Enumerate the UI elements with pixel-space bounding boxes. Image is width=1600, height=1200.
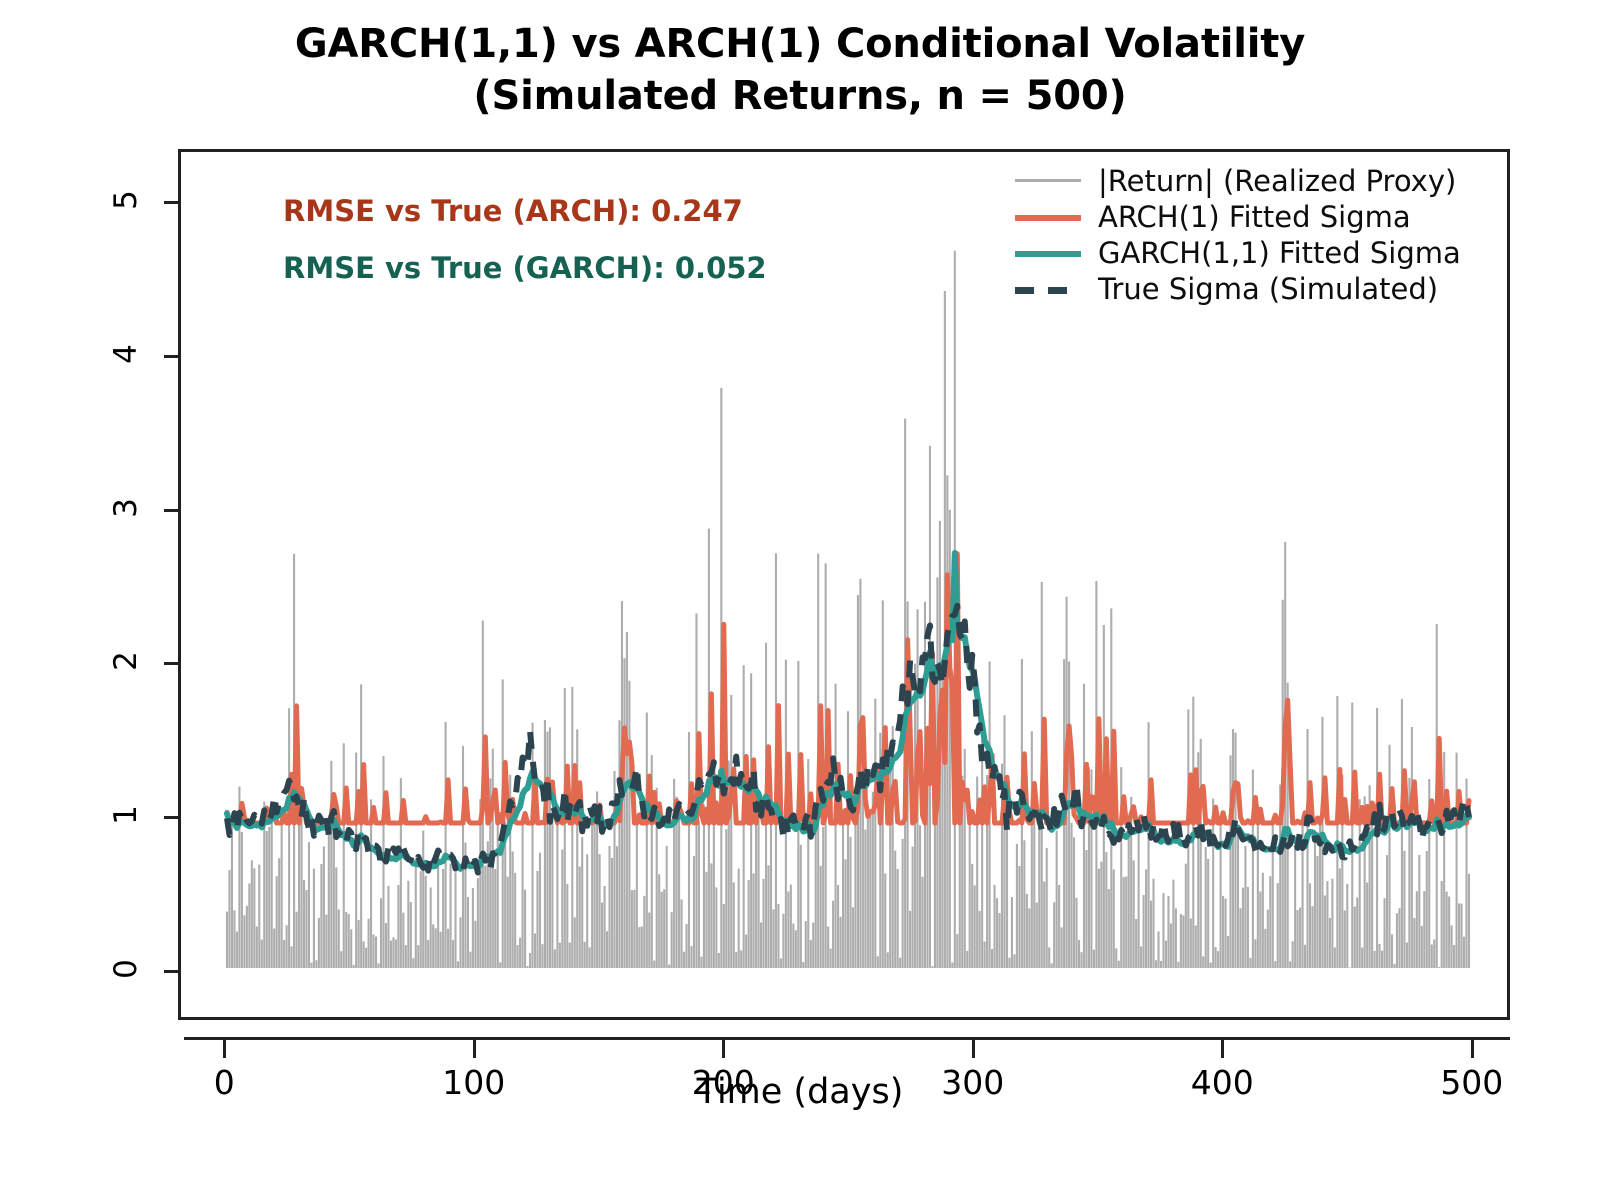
- rmse-arch-annotation: RMSE vs True (ARCH): 0.247: [283, 194, 743, 228]
- x-tick-label: 300: [941, 1063, 1005, 1102]
- legend-item-2: GARCH(1,1) Fitted Sigma: [1012, 235, 1482, 271]
- x-tick-label: 400: [1190, 1063, 1254, 1102]
- legend-swatch-icon: [1012, 163, 1084, 199]
- plot-svg: [224, 250, 1472, 968]
- y-tick-label: 1: [108, 805, 144, 825]
- y-tick-mark: [164, 662, 178, 666]
- y-tick-label: 5: [108, 190, 144, 211]
- legend-label: GARCH(1,1) Fitted Sigma: [1098, 236, 1461, 270]
- legend-swatch-icon: [1012, 199, 1084, 235]
- legend-swatch-icon: [1012, 235, 1084, 271]
- y-tick-mark: [164, 969, 178, 973]
- y-tick-mark: [164, 201, 178, 205]
- title-line-1: GARCH(1,1) vs ARCH(1) Conditional Volati…: [294, 21, 1306, 67]
- page-title: GARCH(1,1) vs ARCH(1) Conditional Volati…: [0, 18, 1600, 122]
- rmse-garch-annotation: RMSE vs True (GARCH): 0.052: [283, 251, 767, 285]
- y-tick-mark: [164, 508, 178, 512]
- x-tick-mark: [1470, 1040, 1474, 1058]
- legend-swatch-icon: [1012, 271, 1084, 307]
- x-axis-title: Time (days): [696, 1072, 904, 1112]
- x-tick-mark: [1221, 1040, 1225, 1058]
- x-tick-label: 0: [213, 1063, 235, 1102]
- y-tick-label: 4: [108, 344, 144, 364]
- legend-label: True Sigma (Simulated): [1098, 272, 1439, 306]
- y-tick-label: 2: [108, 651, 144, 672]
- legend-item-1: ARCH(1) Fitted Sigma: [1012, 199, 1482, 235]
- x-tick-mark: [472, 1040, 476, 1058]
- legend-item-3: True Sigma (Simulated): [1012, 271, 1482, 307]
- legend: |Return| (Realized Proxy) ARCH(1) Fitted …: [1012, 163, 1482, 307]
- x-axis-line: [184, 1037, 1510, 1040]
- x-tick-label: 500: [1440, 1063, 1504, 1102]
- arch-sigma-line: [224, 551, 1472, 826]
- y-tick-label: 0: [108, 958, 144, 979]
- x-tick-mark: [223, 1040, 227, 1058]
- x-tick-label: 100: [442, 1063, 506, 1102]
- y-tick-mark: [164, 355, 178, 359]
- x-tick-mark: [722, 1040, 726, 1058]
- title-line-2: (Simulated Returns, n = 500): [473, 73, 1127, 119]
- legend-label: ARCH(1) Fitted Sigma: [1098, 200, 1411, 234]
- true-sigma-line: [224, 602, 1472, 876]
- y-tick-mark: [164, 816, 178, 819]
- y-tick-label: 3: [108, 497, 144, 518]
- x-tick-label: 200: [691, 1063, 755, 1102]
- legend-item-0: |Return| (Realized Proxy): [1012, 163, 1482, 199]
- x-tick-mark: [971, 1040, 975, 1058]
- plot-area: [178, 149, 1510, 1020]
- legend-label: |Return| (Realized Proxy): [1098, 164, 1457, 198]
